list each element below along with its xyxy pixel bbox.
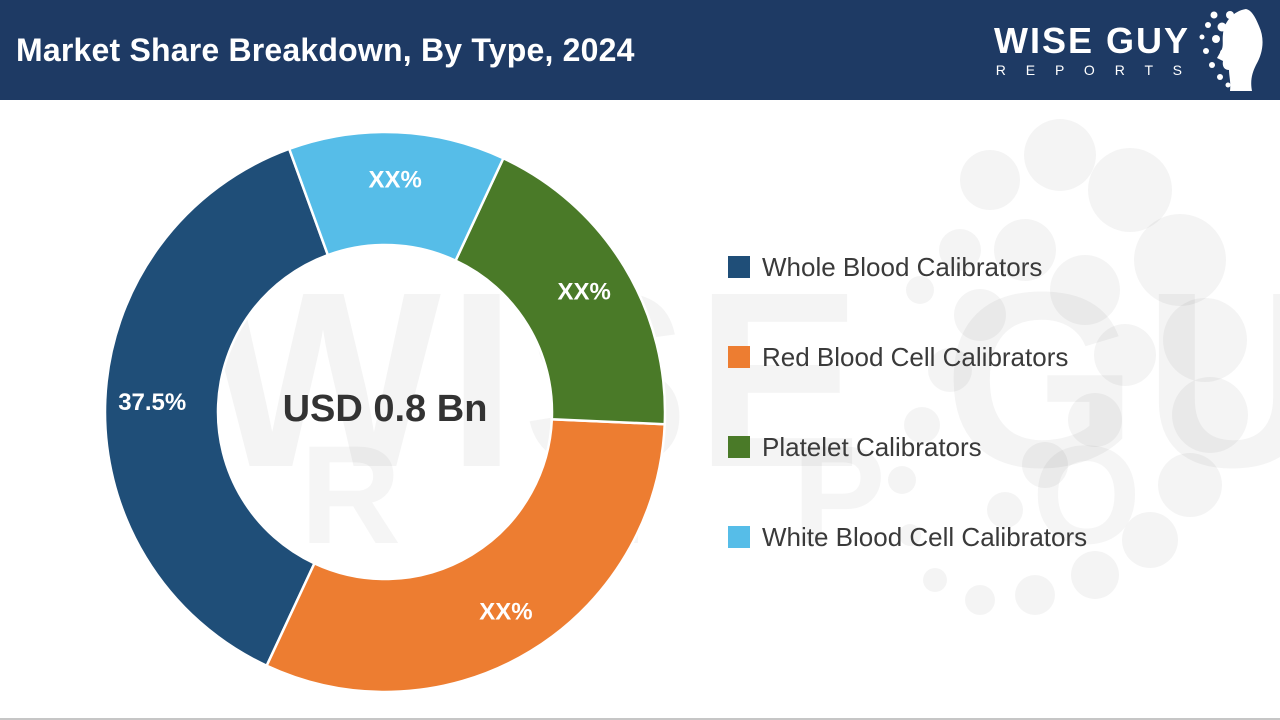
segment-value-label-2: XX%: [558, 279, 611, 306]
legend-swatch-red-blood-cell: [728, 346, 750, 368]
chart-legend: Whole Blood Calibrators Red Blood Cell C…: [728, 252, 1087, 612]
legend-item-whole-blood: Whole Blood Calibrators: [728, 252, 1087, 282]
brand-logo-text: WISE GUY R E P O R T S: [993, 19, 1190, 78]
watermark-text-2: R E P O R T S: [300, 425, 1280, 565]
chart-center-label: USD 0.8 Bn: [282, 388, 488, 430]
donut-chart: 37.5% XX% XX% XX%: [95, 122, 675, 702]
page-title: Market Share Breakdown, By Type, 2024: [16, 31, 635, 68]
watermark-text: WISE GU: [205, 255, 1280, 505]
legend-item-platelet: Platelet Calibrators: [728, 432, 1087, 462]
brand-name: WISE GUY: [993, 19, 1190, 61]
segment-value-label-3: XX%: [368, 167, 421, 194]
watermark-face-icon: [888, 119, 1248, 615]
segment-value-label-1: XX%: [479, 599, 532, 626]
legend-item-white-blood-cell: White Blood Cell Calibrators: [728, 522, 1087, 552]
donut-segment-2: [453, 156, 667, 426]
segment-value-label-0: 37.5%: [118, 389, 186, 416]
legend-swatch-white-blood-cell: [728, 526, 750, 548]
legend-swatch-whole-blood: [728, 256, 750, 278]
brand-logo: WISE GUY R E P O R T S: [994, 7, 1264, 93]
legend-label-whole-blood: Whole Blood Calibrators: [762, 251, 1043, 282]
header-bar: Market Share Breakdown, By Type, 2024 WI…: [0, 0, 1280, 100]
legend-label-platelet: Platelet Calibrators: [762, 431, 982, 462]
logo-face-icon: [1199, 9, 1263, 91]
legend-label-red-blood-cell: Red Blood Cell Calibrators: [762, 341, 1069, 372]
donut-segment-3: [287, 130, 505, 263]
legend-label-white-blood-cell: White Blood Cell Calibrators: [762, 521, 1088, 552]
donut-segment-0: [103, 147, 330, 668]
donut-segment-1: [265, 417, 667, 694]
legend-item-red-blood-cell: Red Blood Cell Calibrators: [728, 342, 1087, 372]
brand-subtitle: R E P O R T S: [995, 61, 1190, 78]
legend-swatch-platelet: [728, 436, 750, 458]
donut-svg: 37.5% XX% XX% XX%: [103, 130, 667, 694]
